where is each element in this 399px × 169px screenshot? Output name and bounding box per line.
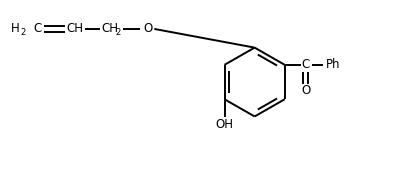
Text: C: C [33, 22, 41, 35]
Text: H: H [10, 22, 19, 35]
Text: OH: OH [215, 118, 233, 131]
Text: O: O [144, 22, 153, 35]
Text: CH: CH [66, 22, 83, 35]
Text: 2: 2 [20, 28, 26, 37]
Text: O: O [301, 84, 310, 97]
Text: C: C [301, 58, 310, 71]
Text: CH: CH [101, 22, 118, 35]
Text: 2: 2 [116, 28, 121, 37]
Text: Ph: Ph [326, 58, 341, 71]
